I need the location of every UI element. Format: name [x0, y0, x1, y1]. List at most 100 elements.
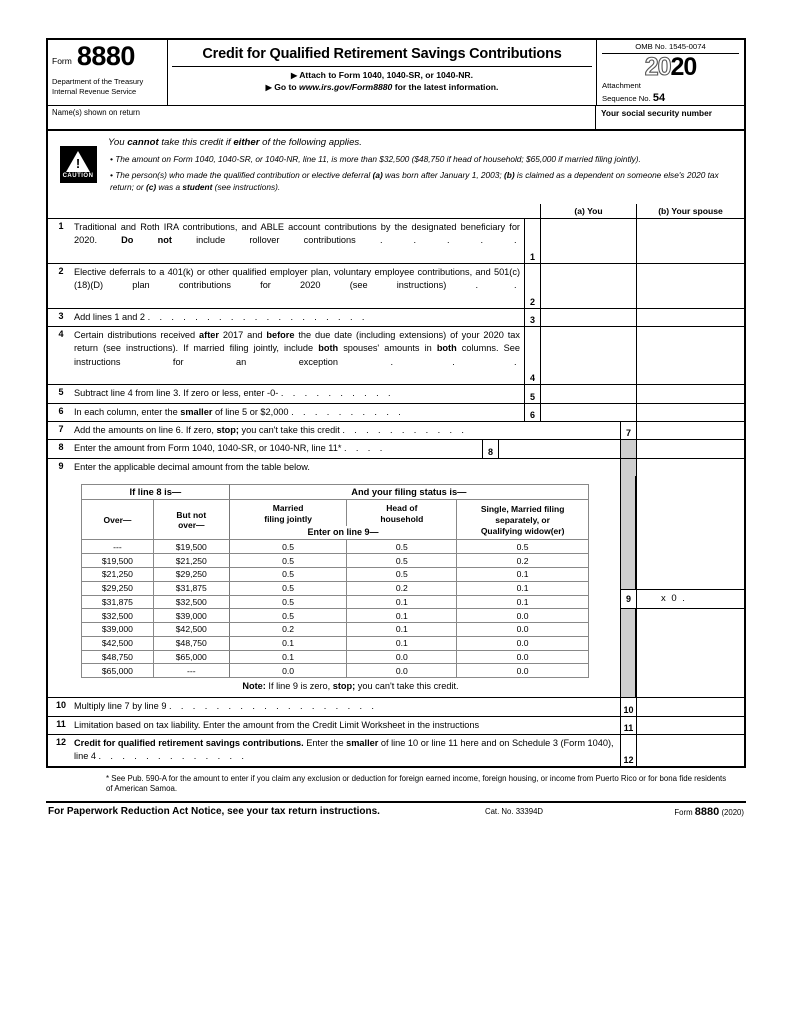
input-line-4-spouse[interactable]: [636, 327, 744, 385]
group-header-line8: If line 8 is—: [81, 484, 230, 501]
line-number-6: 6: [58, 405, 64, 416]
cell-mfj: 0.5: [228, 594, 348, 610]
l5-p1: Subtract line 4 from line 3. If zero or …: [74, 388, 279, 399]
line-text-2: Elective deferrals to a 401(k) or other …: [74, 264, 524, 308]
cb2-a: (a): [372, 170, 383, 181]
line-text-10: Multiply line 7 by line 9 . . . . . . . …: [74, 698, 620, 715]
l1-dots: . . . . .: [379, 234, 520, 245]
input-line-10[interactable]: [636, 698, 744, 716]
footer-form-word: Form: [674, 807, 693, 817]
line-box-number-6: 6: [524, 403, 540, 422]
line-9-right-rail: 9 x 0 .: [620, 476, 744, 698]
cell-mfj: 0.5: [228, 580, 348, 596]
line-text-9: Enter the applicable decimal amount from…: [74, 459, 620, 476]
cell-hoh: 0.1: [346, 635, 458, 651]
input-line-11[interactable]: [636, 716, 744, 734]
attach-instruction-text: Attach to Form 1040, 1040-SR, or 1040-NR…: [299, 70, 474, 80]
input-line-6-you[interactable]: [540, 403, 636, 422]
line-row-1: 1 Traditional and Roth IRA contributions…: [48, 218, 744, 264]
form-footer: For Paperwork Reduction Act Notice, see …: [46, 800, 746, 820]
caution-block: CAUTION You cannot take this credit if e…: [46, 131, 746, 204]
cell-hoh: 0.1: [346, 594, 458, 610]
line-row-3: 3 Add lines 1 and 2 . . . . . . . . . . …: [48, 308, 744, 328]
line-box-number-12: 12: [620, 734, 636, 766]
l12-smaller: smaller: [346, 737, 379, 748]
cell-butnot: $65,000: [152, 649, 230, 665]
line-row-6: 6 In each column, enter the smaller of l…: [48, 403, 744, 423]
l2-p1: Elective deferrals to a 401(k) or other …: [74, 266, 520, 290]
input-line-7[interactable]: [636, 422, 744, 440]
line-number-5: 5: [58, 387, 64, 398]
cell-mfj: 0.1: [228, 635, 348, 651]
spacer-upper: [636, 476, 744, 590]
input-line-2-you[interactable]: [540, 263, 636, 308]
cell-single: 0.5: [456, 539, 589, 555]
line-number-4: 4: [58, 329, 64, 340]
input-line-4-you[interactable]: [540, 327, 636, 385]
cb2-student: student: [182, 181, 213, 192]
table-row: $21,250 $29,250 0.5 0.5 0.1: [81, 566, 589, 582]
line-row-9: 9 Enter the applicable decimal amount fr…: [48, 458, 744, 477]
paperwork-notice: For Paperwork Reduction Act Notice, see …: [48, 806, 380, 818]
enter-on-line-9: Enter on line 9—: [228, 526, 458, 541]
l6-dots: . . . . . . . . . .: [291, 406, 405, 417]
table-row: $65,000 --- 0.0 0.0 0.0: [81, 663, 589, 679]
input-line-9[interactable]: x 0 .: [636, 589, 744, 610]
cb2-p5: (see instructions).: [212, 181, 281, 192]
l9-p1: Enter the applicable decimal amount from…: [74, 461, 310, 472]
line-text-7: Add the amounts on line 6. If zero, stop…: [74, 422, 620, 439]
table-row: $19,500 $21,250 0.5 0.5 0.2: [81, 553, 589, 568]
footnote: * See Pub. 590-A for the amount to enter…: [106, 773, 727, 794]
input-line-3-you[interactable]: [540, 308, 636, 327]
form-number: 8880: [76, 41, 136, 71]
l4-before: before: [266, 330, 295, 341]
input-line-2-spouse[interactable]: [636, 263, 744, 308]
input-line-1-you[interactable]: [540, 218, 636, 263]
shaded-cell-line-8: [620, 440, 636, 458]
name-field[interactable]: Name(s) shown on return: [48, 106, 596, 130]
l12-p2: Enter the: [303, 737, 347, 748]
goto-prefix: Go to: [274, 82, 297, 92]
l3-dots: . . . . . . . . . . . . . . . . . . .: [147, 311, 368, 322]
l4-p5: columns. See instructions for an excepti…: [74, 343, 520, 367]
line-box-number-2: 2: [524, 263, 540, 308]
note-tail: you can't take this credit.: [355, 681, 459, 692]
issuing-agency: Department of the Treasury Internal Reven…: [52, 77, 144, 96]
irs-url-link[interactable]: www.irs.gov/Form8880: [299, 82, 393, 92]
form-8880: Form 8880 Department of the Treasury Inte…: [46, 38, 746, 820]
note-label: Note:: [242, 681, 266, 692]
input-line-3-spouse[interactable]: [636, 308, 744, 327]
input-line-5-you[interactable]: [540, 385, 636, 403]
l7-p2: you can't take this credit: [238, 425, 340, 436]
l6-p2: of line 5 or $2,000: [212, 406, 289, 417]
input-line-8[interactable]: [498, 440, 620, 458]
input-line-5-spouse[interactable]: [636, 385, 744, 403]
l4-both1: both: [318, 343, 339, 354]
caution-text: You cannot take this credit if either of…: [108, 137, 744, 197]
l6-p1: In each column, enter the: [74, 406, 181, 417]
caution-bullet-2: • The person(s) who made the qualified c…: [108, 170, 730, 192]
table-group-header-row: If line 8 is— And your filing status is—: [81, 484, 590, 501]
shaded-column-lower: [620, 609, 636, 698]
cell-butnot: ---: [152, 663, 230, 679]
cb2-p1: • The person(s) who made the qualified c…: [110, 170, 373, 181]
cell-hoh: 0.2: [346, 580, 458, 596]
line-number-10: 10: [55, 700, 66, 711]
cell-mfj: 0.5: [228, 566, 348, 582]
input-line-6-spouse[interactable]: [636, 403, 744, 422]
line-box-number-7: 7: [620, 422, 636, 440]
caution-icon: CAUTION: [59, 146, 97, 184]
shaded-col-line-9-top: [620, 458, 636, 477]
cb2-p4: was a: [156, 181, 183, 192]
table-row: --- $19,500 0.5 0.5 0.5: [81, 539, 589, 555]
line-number-11: 11: [56, 718, 66, 729]
cell-single: 0.1: [456, 594, 589, 610]
input-line-1-spouse[interactable]: [636, 218, 744, 263]
ssn-field[interactable]: Your social security number: [596, 106, 744, 129]
l4-after: after: [199, 330, 219, 341]
col-header-butnot: But not over—: [152, 499, 230, 541]
l10-dots: . . . . . . . . . . . . . . . . . .: [169, 701, 378, 712]
cell-over: $42,500: [81, 635, 154, 651]
spacer-line-9-top: [636, 458, 744, 477]
input-line-12[interactable]: [636, 734, 744, 766]
